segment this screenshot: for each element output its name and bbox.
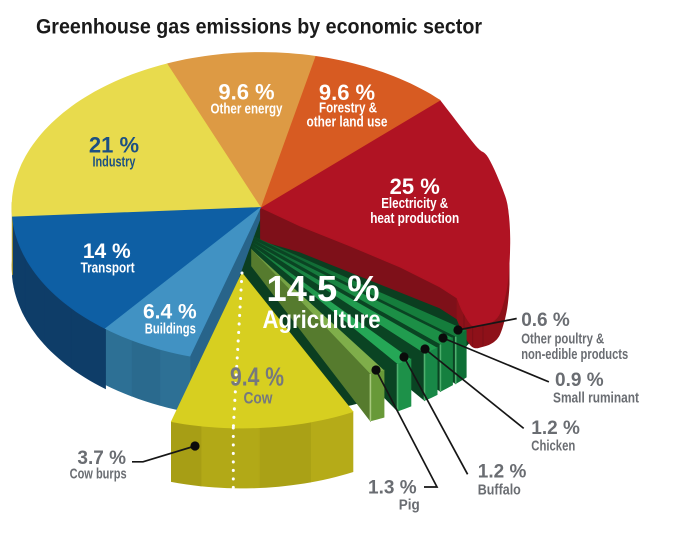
svg-text:1.2 %: 1.2 % — [531, 418, 580, 439]
svg-text:14.5 %: 14.5 % — [267, 268, 380, 309]
svg-text:Buildings: Buildings — [145, 321, 196, 338]
svg-text:Buffalo: Buffalo — [478, 482, 521, 499]
svg-text:non-edible products: non-edible products — [521, 346, 628, 363]
svg-text:Pig: Pig — [399, 497, 420, 514]
svg-text:21 %: 21 % — [89, 133, 139, 158]
svg-text:1.2 %: 1.2 % — [478, 462, 527, 483]
svg-text:other land use: other land use — [307, 114, 388, 131]
svg-text:6.4 %: 6.4 % — [143, 301, 197, 324]
svg-text:9.6 %: 9.6 % — [218, 80, 274, 105]
svg-text:Agriculture: Agriculture — [263, 306, 381, 334]
svg-text:0.9 %: 0.9 % — [555, 370, 604, 391]
svg-text:Other energy: Other energy — [211, 101, 283, 118]
svg-text:Small ruminant: Small ruminant — [553, 390, 639, 407]
svg-text:Cow burps: Cow burps — [70, 466, 127, 483]
svg-text:Cow: Cow — [244, 389, 274, 408]
svg-text:9.6 %: 9.6 % — [319, 80, 375, 105]
svg-text:heat production: heat production — [370, 210, 459, 227]
svg-text:Other poultry &: Other poultry & — [521, 331, 604, 348]
svg-text:Transport: Transport — [81, 260, 135, 277]
svg-text:Forestry &: Forestry & — [319, 100, 377, 117]
svg-text:3.7 %: 3.7 % — [77, 448, 126, 469]
svg-text:14 %: 14 % — [83, 240, 131, 263]
svg-text:Chicken: Chicken — [531, 438, 575, 455]
svg-text:25 %: 25 % — [390, 174, 440, 199]
svg-text:0.6 %: 0.6 % — [521, 310, 570, 331]
svg-text:Industry: Industry — [93, 154, 136, 171]
svg-text:9.4 %: 9.4 % — [230, 362, 284, 392]
svg-text:1.3 %: 1.3 % — [368, 478, 417, 499]
svg-text:Electricity &: Electricity & — [381, 195, 448, 212]
svg-text:Greenhouse gas emissions by ec: Greenhouse gas emissions by economic sec… — [36, 16, 482, 39]
